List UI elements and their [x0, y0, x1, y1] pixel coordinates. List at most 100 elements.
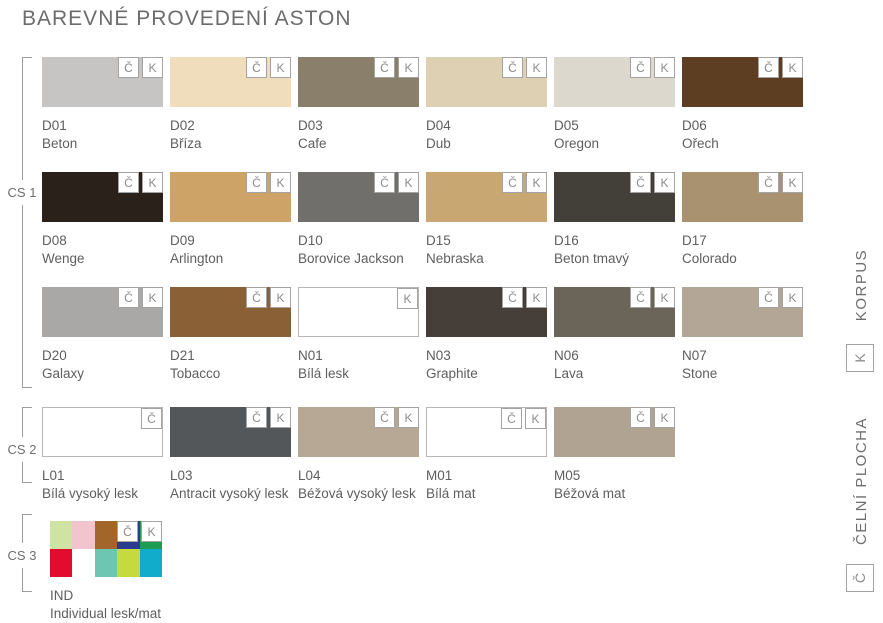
swatch-name: Ořech [682, 136, 719, 151]
korpus-badge: K [270, 57, 291, 78]
swatch-tile: Č [42, 407, 163, 457]
swatch-badges: K [397, 288, 418, 309]
celni-plocha-badge: Č [846, 564, 874, 592]
korpus-badge: K [526, 287, 547, 308]
group-label-cs1: CS 1 [2, 180, 42, 205]
swatch-code: L01 [42, 468, 65, 483]
swatch-code: D04 [426, 118, 451, 133]
celni-plocha-badge: Č [630, 172, 651, 193]
group-bracket-cs1 [22, 57, 32, 388]
celni-plocha-badge: Č [246, 57, 267, 78]
celni-plocha-badge: Č [630, 407, 651, 428]
celni-plocha-badge: Č [630, 57, 651, 78]
swatch-name: Bílá lesk [298, 366, 350, 381]
swatch-tile: K [298, 287, 419, 337]
swatch-code: D10 [298, 233, 323, 248]
swatch-name: Colorado [682, 251, 737, 266]
swatch-code: N03 [426, 348, 451, 363]
swatch-badges: Č [141, 408, 162, 429]
celni-plocha-badge: Č [501, 408, 522, 429]
celni-plocha-badge: Č [502, 287, 523, 308]
korpus-badge: K [270, 172, 291, 193]
swatch-code: N01 [298, 348, 323, 363]
group-label-cs2: CS 2 [2, 437, 42, 462]
celni-plocha-badge: Č [502, 57, 523, 78]
swatch-cell: Č L01 Bílá vysoký lesk [42, 407, 163, 503]
celni-plocha-badge: Č [374, 407, 395, 428]
swatch-code: D21 [170, 348, 195, 363]
swatch-code: D08 [42, 233, 67, 248]
celni-plocha-badge: Č [758, 287, 779, 308]
celni-plocha-badge: Č [118, 172, 139, 193]
swatch-code: D17 [682, 233, 707, 248]
korpus-badge: K [141, 521, 162, 542]
individual-color-cell [72, 549, 95, 577]
swatch-name: Tobacco [170, 366, 221, 381]
korpus-badge: K [782, 287, 803, 308]
individual-color-cell [94, 521, 118, 549]
swatch-cell: K N01 Bílá lesk [298, 287, 419, 383]
celni-plocha-badge: Č [374, 57, 395, 78]
individual-color-cell [139, 549, 162, 577]
individual-color-cell [50, 521, 73, 549]
swatch-name: Nebraska [426, 251, 484, 266]
swatch-name: Beton tmavý [554, 251, 630, 266]
celni-plocha-badge: Č [246, 287, 267, 308]
korpus-badge: K [526, 57, 547, 78]
celni-plocha-badge: Č [758, 172, 779, 193]
korpus-badge: K [654, 57, 675, 78]
swatch-code: D01 [42, 118, 67, 133]
celni-plocha-badge: Č [758, 57, 779, 78]
swatch-code: D05 [554, 118, 579, 133]
celni-plocha-badge: Č [141, 408, 162, 429]
celni-plocha-badge: Č [374, 172, 395, 193]
celni-plocha-badge: Č [502, 172, 523, 193]
swatch-name: Lava [554, 366, 584, 381]
swatch-code: M01 [426, 468, 453, 483]
swatch-code: D03 [298, 118, 323, 133]
group-label-cs3: CS 3 [2, 543, 42, 568]
celni-plocha-legend-label: ČELNÍ PLOCHA [853, 416, 870, 546]
